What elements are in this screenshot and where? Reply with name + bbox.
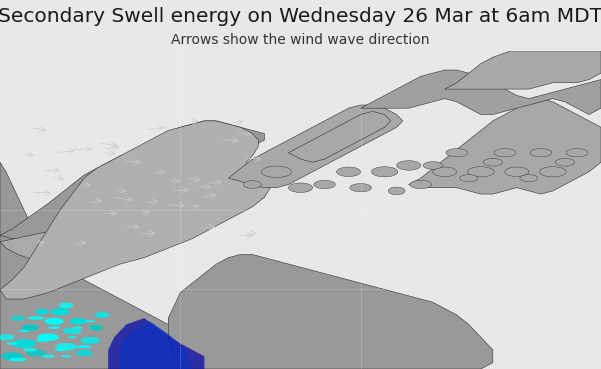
Polygon shape xyxy=(288,111,391,162)
Ellipse shape xyxy=(67,336,77,338)
Ellipse shape xyxy=(243,181,261,188)
Ellipse shape xyxy=(446,149,468,157)
Ellipse shape xyxy=(89,325,103,331)
Polygon shape xyxy=(0,121,270,299)
Ellipse shape xyxy=(483,158,502,166)
Ellipse shape xyxy=(337,167,361,176)
Ellipse shape xyxy=(81,337,100,344)
Ellipse shape xyxy=(1,352,23,360)
Ellipse shape xyxy=(468,167,494,177)
Text: Secondary Swell energy on Wednesday 26 Mar at 6am MDT: Secondary Swell energy on Wednesday 26 M… xyxy=(0,7,601,26)
Ellipse shape xyxy=(460,175,478,182)
Polygon shape xyxy=(168,255,493,369)
Ellipse shape xyxy=(555,158,575,166)
Ellipse shape xyxy=(50,308,70,315)
Ellipse shape xyxy=(22,324,38,331)
Ellipse shape xyxy=(19,330,29,332)
Ellipse shape xyxy=(85,320,96,323)
Ellipse shape xyxy=(288,183,313,193)
Ellipse shape xyxy=(44,318,64,325)
Ellipse shape xyxy=(41,355,55,358)
Ellipse shape xyxy=(566,149,588,157)
Ellipse shape xyxy=(48,326,60,329)
Ellipse shape xyxy=(505,167,529,176)
Polygon shape xyxy=(120,321,192,369)
Ellipse shape xyxy=(423,162,442,169)
Ellipse shape xyxy=(397,161,421,170)
Ellipse shape xyxy=(314,180,335,189)
Ellipse shape xyxy=(26,349,46,356)
Ellipse shape xyxy=(28,316,44,320)
Ellipse shape xyxy=(12,339,36,348)
Ellipse shape xyxy=(37,333,59,341)
Polygon shape xyxy=(445,51,601,89)
Ellipse shape xyxy=(540,167,566,177)
Ellipse shape xyxy=(23,348,37,351)
Ellipse shape xyxy=(95,312,109,318)
Ellipse shape xyxy=(61,355,72,358)
Polygon shape xyxy=(361,70,601,114)
Ellipse shape xyxy=(350,183,371,192)
Ellipse shape xyxy=(6,342,18,345)
Ellipse shape xyxy=(0,334,14,340)
Ellipse shape xyxy=(55,349,66,351)
Ellipse shape xyxy=(388,187,405,195)
Ellipse shape xyxy=(35,339,49,342)
Text: Arrows show the wind wave direction: Arrows show the wind wave direction xyxy=(171,33,430,47)
Ellipse shape xyxy=(70,318,87,324)
Polygon shape xyxy=(228,105,403,188)
Ellipse shape xyxy=(63,327,82,334)
Polygon shape xyxy=(0,178,264,264)
Ellipse shape xyxy=(73,327,83,329)
Ellipse shape xyxy=(55,343,77,351)
Ellipse shape xyxy=(371,167,398,177)
Ellipse shape xyxy=(35,309,49,315)
Polygon shape xyxy=(0,121,270,267)
Ellipse shape xyxy=(530,149,552,157)
Ellipse shape xyxy=(433,167,457,176)
Ellipse shape xyxy=(410,180,432,189)
Ellipse shape xyxy=(76,350,93,356)
Ellipse shape xyxy=(59,303,73,308)
Ellipse shape xyxy=(10,358,26,361)
Polygon shape xyxy=(108,318,204,369)
Ellipse shape xyxy=(520,175,538,182)
Polygon shape xyxy=(0,162,204,369)
Ellipse shape xyxy=(494,149,516,157)
Polygon shape xyxy=(409,99,601,194)
Ellipse shape xyxy=(76,345,92,348)
Ellipse shape xyxy=(11,315,25,321)
Ellipse shape xyxy=(261,166,291,177)
